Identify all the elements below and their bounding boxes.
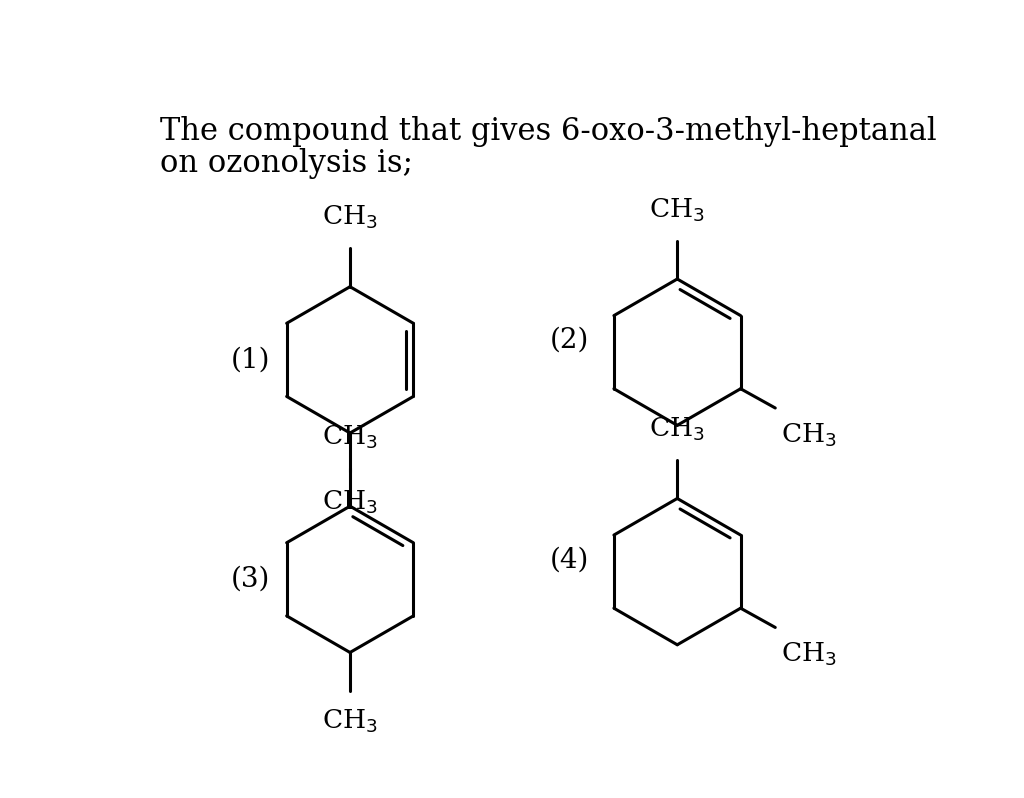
Text: CH$_3$: CH$_3$ [649,416,706,443]
Text: CH$_3$: CH$_3$ [649,196,706,223]
Text: CH$_3$: CH$_3$ [323,708,378,736]
Text: (1): (1) [230,346,270,373]
Text: (2): (2) [550,327,590,354]
Text: CH$_3$: CH$_3$ [780,641,837,668]
Text: (3): (3) [230,566,270,593]
Text: CH$_3$: CH$_3$ [323,488,378,516]
Text: (4): (4) [550,547,590,574]
Text: The compound that gives 6-oxo-3-methyl-heptanal: The compound that gives 6-oxo-3-methyl-h… [160,116,936,147]
Text: CH$_3$: CH$_3$ [323,423,378,451]
Text: on ozonolysis is;: on ozonolysis is; [160,148,413,179]
Text: CH$_3$: CH$_3$ [323,203,378,231]
Text: CH$_3$: CH$_3$ [780,421,837,448]
